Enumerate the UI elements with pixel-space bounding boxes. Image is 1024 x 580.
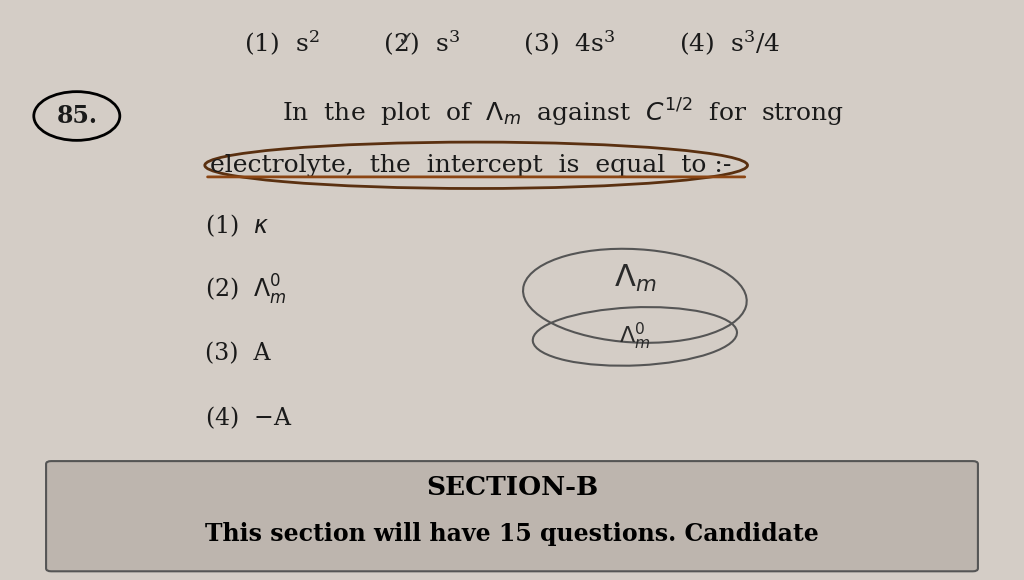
Text: (4)  $-$A: (4) $-$A xyxy=(205,404,292,431)
FancyBboxPatch shape xyxy=(46,461,978,571)
Text: $\Lambda_m^0$: $\Lambda_m^0$ xyxy=(620,321,650,352)
Text: electrolyte,  the  intercept  is  equal  to :-: electrolyte, the intercept is equal to :… xyxy=(210,154,732,177)
Text: This section will have 15 questions. Candidate: This section will have 15 questions. Can… xyxy=(205,521,819,546)
Text: 85.: 85. xyxy=(56,104,97,128)
Text: (2)  $\Lambda_m^0$: (2) $\Lambda_m^0$ xyxy=(205,273,287,307)
Text: (1)  $\kappa$: (1) $\kappa$ xyxy=(205,213,269,240)
Text: $\checkmark$: $\checkmark$ xyxy=(397,28,412,47)
Text: (3)  A: (3) A xyxy=(205,342,270,365)
Text: (1)  $\mathregular{s^2}$        (2)  $\mathregular{s^3}$        (3)  $\mathregul: (1) $\mathregular{s^2}$ (2) $\mathregula… xyxy=(244,29,780,59)
Text: SECTION-B: SECTION-B xyxy=(426,474,598,500)
Text: In  the  plot  of  $\Lambda_m$  against  $C^{1/2}$  for  strong: In the plot of $\Lambda_m$ against $C^{1… xyxy=(282,97,845,129)
Text: $\Lambda_m$: $\Lambda_m$ xyxy=(613,263,656,294)
